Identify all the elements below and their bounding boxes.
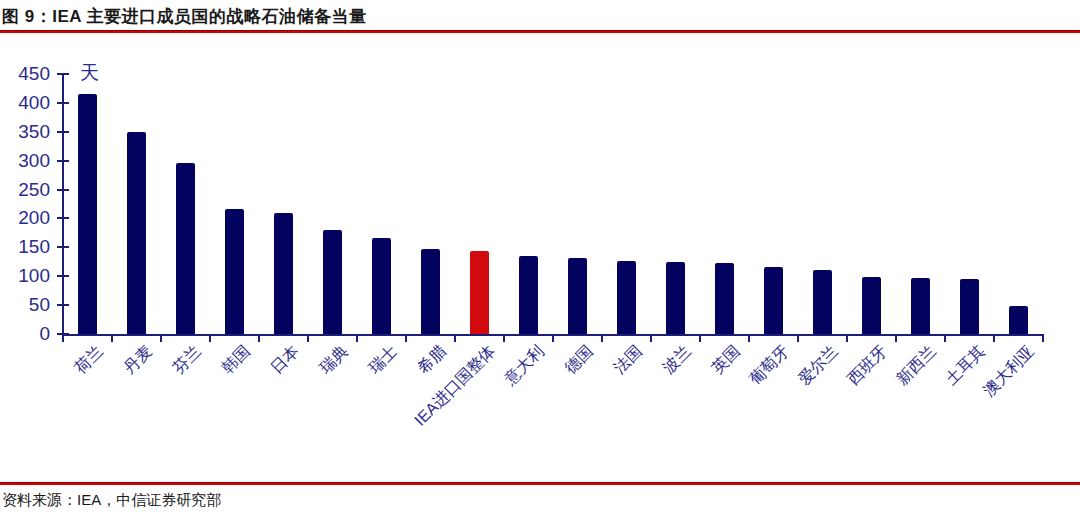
y-tick-label: 100 — [0, 265, 50, 287]
y-tick-label: 250 — [0, 179, 50, 201]
y-tick-label: 50 — [0, 294, 50, 316]
x-category-label: 土耳其 — [942, 342, 989, 389]
x-category-label: 韩国 — [218, 342, 253, 377]
bar-芬兰 — [176, 163, 195, 334]
x-category-label: 瑞士 — [365, 342, 400, 377]
x-tick — [209, 335, 211, 342]
bar-爱尔兰 — [813, 270, 832, 334]
x-category-label: 澳大利亚 — [979, 342, 1037, 400]
bar-意大利 — [519, 256, 538, 334]
x-tick — [748, 335, 750, 342]
y-tick — [57, 189, 69, 191]
y-tick-label: 200 — [0, 207, 50, 229]
bar-希腊 — [421, 249, 440, 334]
figure-canvas: 图 9：IEA 主要进口成员国的战略石油储备当量 0 50 100 150 200 250… — [0, 0, 1080, 519]
figure-title: 图 9：IEA 主要进口成员国的战略石油储备当量 — [2, 5, 367, 28]
x-category-label: 法国 — [610, 342, 645, 377]
bar-瑞士 — [372, 238, 391, 334]
x-tick — [160, 335, 162, 342]
y-tick — [57, 131, 69, 133]
x-tick — [944, 335, 946, 342]
x-category-label: 丹麦 — [120, 342, 155, 377]
x-category-label: 荷兰 — [71, 342, 106, 377]
x-category-label: 日本 — [267, 342, 302, 377]
y-tick-label: 400 — [0, 92, 50, 114]
bar-德国 — [568, 258, 587, 334]
y-tick-label: 150 — [0, 236, 50, 258]
title-red-rule — [0, 30, 1080, 33]
x-category-label: 德国 — [561, 342, 596, 377]
y-tick-label: 0 — [0, 323, 50, 345]
y-tick — [57, 304, 69, 306]
x-tick — [797, 335, 799, 342]
y-tick-label: 300 — [0, 150, 50, 172]
bar-荷兰 — [78, 94, 97, 334]
x-category-label: 意大利 — [501, 342, 548, 389]
x-tick — [405, 335, 407, 342]
x-category-label: 瑞典 — [316, 342, 351, 377]
x-category-label: 波兰 — [659, 342, 694, 377]
x-category-label: 芬兰 — [169, 342, 204, 377]
x-tick — [356, 335, 358, 342]
x-tick — [62, 335, 64, 342]
bar-西班牙 — [862, 277, 881, 334]
y-tick — [57, 102, 69, 104]
bar-瑞典 — [323, 230, 342, 334]
x-category-label: 英国 — [708, 342, 743, 377]
bar-法国 — [617, 261, 636, 334]
x-tick — [307, 335, 309, 342]
bar-英国 — [715, 263, 734, 334]
y-tick-label: 450 — [0, 63, 50, 85]
x-tick — [111, 335, 113, 342]
bar-韩国 — [225, 209, 244, 334]
bar-IEA进口国整体 — [470, 251, 489, 334]
y-tick — [57, 246, 69, 248]
x-category-label: 希腊 — [414, 342, 449, 377]
x-category-label: 新西兰 — [893, 342, 940, 389]
x-tick — [601, 335, 603, 342]
bar-日本 — [274, 213, 293, 334]
y-tick — [57, 160, 69, 162]
y-tick — [57, 73, 69, 75]
y-tick-label: 350 — [0, 121, 50, 143]
x-tick — [1042, 335, 1044, 342]
x-category-label: 葡萄牙 — [746, 342, 793, 389]
x-tick — [650, 335, 652, 342]
x-tick — [699, 335, 701, 342]
x-tick — [454, 335, 456, 342]
footer-red-rule — [0, 482, 1080, 485]
bar-波兰 — [666, 262, 685, 334]
x-tick — [993, 335, 995, 342]
y-tick — [57, 275, 69, 277]
y-axis-line — [62, 73, 64, 336]
y-axis-unit-label: 天 — [80, 60, 99, 86]
x-tick — [895, 335, 897, 342]
x-tick — [258, 335, 260, 342]
bar-丹麦 — [127, 132, 146, 334]
x-tick — [846, 335, 848, 342]
x-tick — [552, 335, 554, 342]
bar-新西兰 — [911, 278, 930, 334]
bar-葡萄牙 — [764, 267, 783, 334]
bar-澳大利亚 — [1009, 306, 1028, 334]
x-category-label: 爱尔兰 — [795, 342, 842, 389]
bar-土耳其 — [960, 279, 979, 334]
x-tick — [503, 335, 505, 342]
y-tick — [57, 217, 69, 219]
source-note: 资料来源：IEA，中信证券研究部 — [2, 491, 221, 510]
x-category-label: 西班牙 — [844, 342, 891, 389]
